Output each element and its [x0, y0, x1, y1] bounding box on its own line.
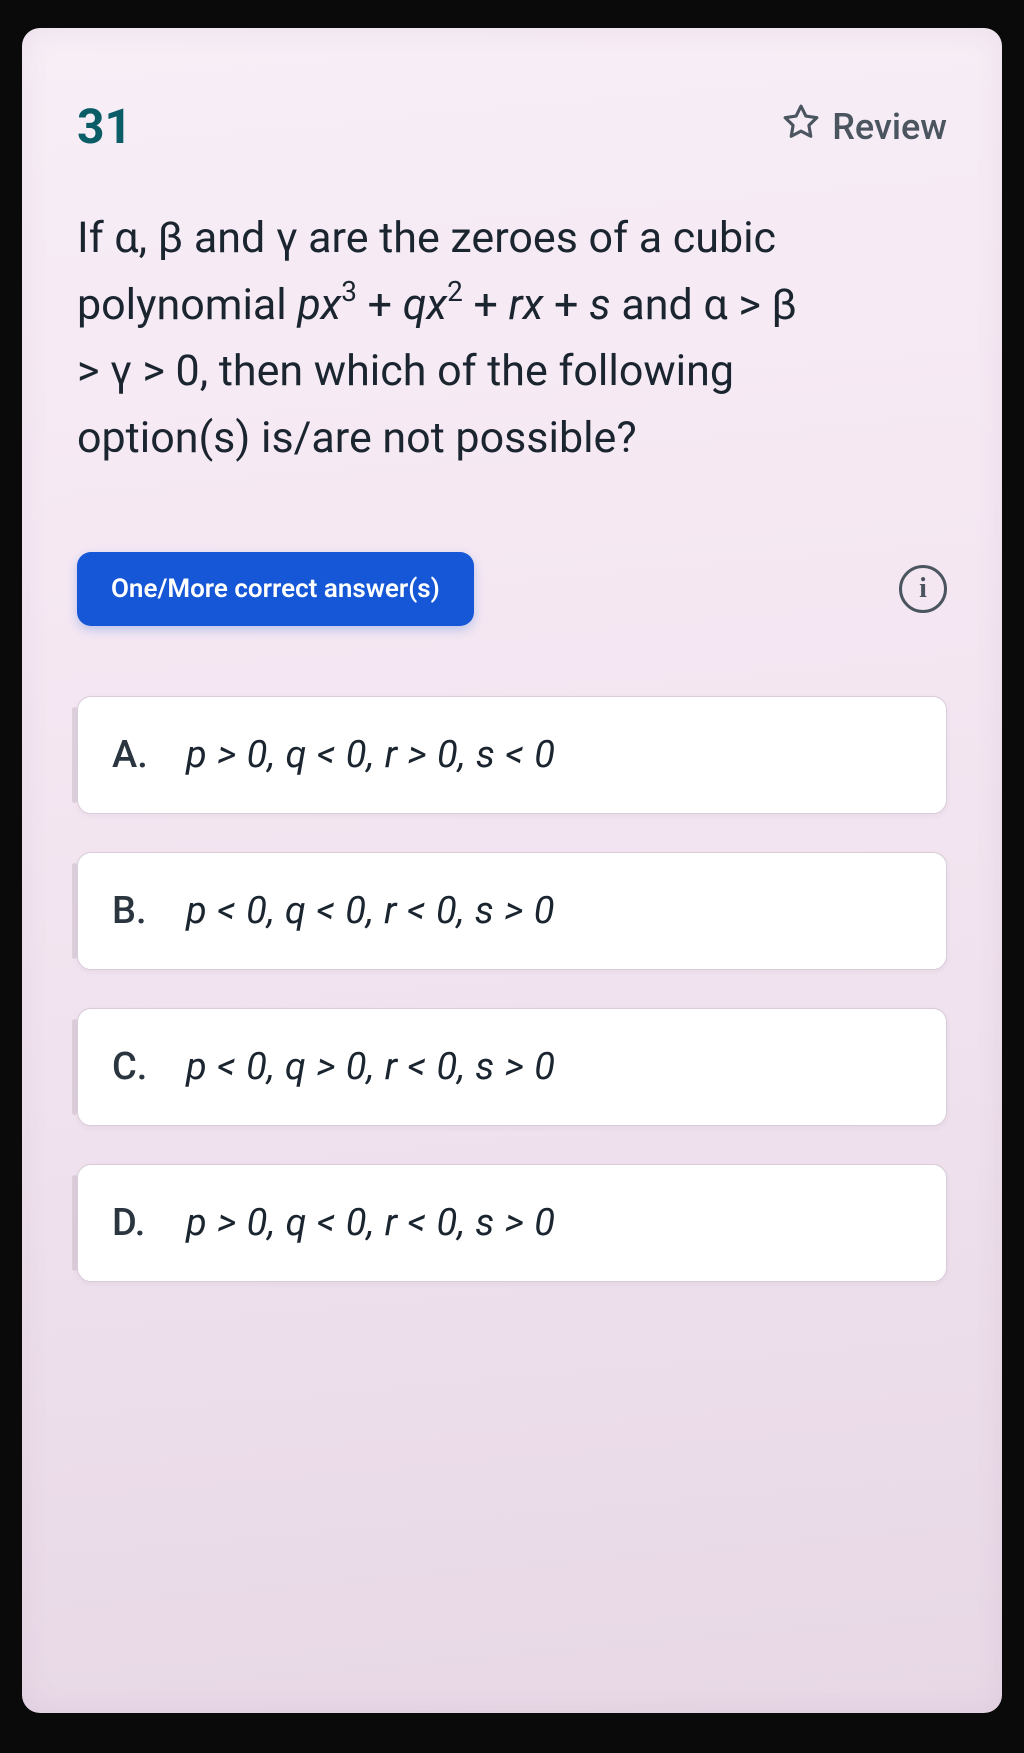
option-text: p < 0, q > 0, r < 0, s > 0: [186, 1045, 555, 1089]
header-row: 31 Review: [77, 98, 947, 155]
option-c[interactable]: C. p < 0, q > 0, r < 0, s > 0: [77, 1008, 947, 1126]
review-button[interactable]: Review: [782, 103, 947, 150]
app-screen: 31 Review If α, β and γ are the zeroes o…: [22, 28, 1002, 1713]
badge-row: One/More correct answer(s) i: [77, 552, 947, 626]
option-letter: D.: [112, 1201, 158, 1245]
star-icon: [782, 103, 820, 150]
options-list: A. p > 0, q < 0, r > 0, s < 0 B. p < 0, …: [77, 696, 947, 1282]
answer-type-badge: One/More correct answer(s): [77, 552, 474, 626]
question-text: If α, β and γ are the zeroes of a cubic …: [77, 205, 947, 472]
poly-s: s: [589, 280, 611, 330]
option-text: p < 0, q < 0, r < 0, s > 0: [186, 889, 555, 933]
poly-x1: x: [523, 280, 544, 330]
poly-x2-exp: 2: [447, 275, 463, 308]
info-glyph: i: [919, 573, 927, 605]
option-d[interactable]: D. p > 0, q < 0, r < 0, s > 0: [77, 1164, 947, 1282]
option-text: p > 0, q < 0, r > 0, s < 0: [186, 733, 555, 777]
option-letter: B.: [112, 889, 158, 933]
poly-plus3: +: [543, 280, 589, 330]
poly-r: r: [509, 280, 523, 330]
poly-x3-exp: 3: [341, 275, 357, 308]
poly-q: q: [403, 280, 427, 330]
poly-p: p: [297, 280, 320, 330]
option-text: p > 0, q < 0, r < 0, s > 0: [186, 1201, 555, 1245]
review-label: Review: [832, 106, 947, 148]
question-line4: option(s) is/are not possible?: [77, 413, 637, 463]
poly-plus1: +: [357, 280, 403, 330]
device-frame: 31 Review If α, β and γ are the zeroes o…: [0, 0, 1024, 1753]
option-letter: C.: [112, 1045, 158, 1089]
question-line3: > γ > 0, then which of the following: [77, 346, 734, 396]
poly-x3-base: x: [321, 280, 342, 330]
poly-plus2: +: [463, 280, 509, 330]
option-a[interactable]: A. p > 0, q < 0, r > 0, s < 0: [77, 696, 947, 814]
option-b[interactable]: B. p < 0, q < 0, r < 0, s > 0: [77, 852, 947, 970]
question-line1: If α, β and γ are the zeroes of a cubic: [77, 213, 776, 263]
question-line2-prefix: polynomial: [77, 280, 297, 330]
poly-x2-base: x: [426, 280, 447, 330]
question-line2-suffix: and α > β: [611, 280, 797, 330]
info-icon[interactable]: i: [899, 565, 947, 613]
option-letter: A.: [112, 733, 158, 777]
question-number: 31: [77, 98, 132, 155]
